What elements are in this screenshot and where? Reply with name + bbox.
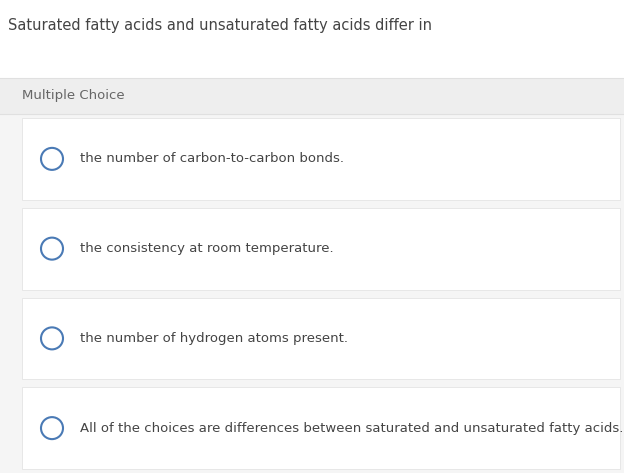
Text: All of the choices are differences between saturated and unsaturated fatty acids: All of the choices are differences betwe… [80,421,623,435]
Text: the number of carbon-to-carbon bonds.: the number of carbon-to-carbon bonds. [80,152,344,166]
Text: Saturated fatty acids and unsaturated fatty acids differ in: Saturated fatty acids and unsaturated fa… [8,18,432,33]
Circle shape [41,148,63,170]
FancyBboxPatch shape [22,208,620,289]
FancyBboxPatch shape [22,298,620,379]
Circle shape [41,327,63,350]
FancyBboxPatch shape [0,0,624,78]
FancyBboxPatch shape [0,78,624,114]
Text: the consistency at room temperature.: the consistency at room temperature. [80,242,334,255]
Text: the number of hydrogen atoms present.: the number of hydrogen atoms present. [80,332,348,345]
FancyBboxPatch shape [22,387,620,469]
FancyBboxPatch shape [22,118,620,200]
Circle shape [41,417,63,439]
FancyBboxPatch shape [0,114,624,473]
Text: Multiple Choice: Multiple Choice [22,89,125,103]
Circle shape [41,237,63,260]
